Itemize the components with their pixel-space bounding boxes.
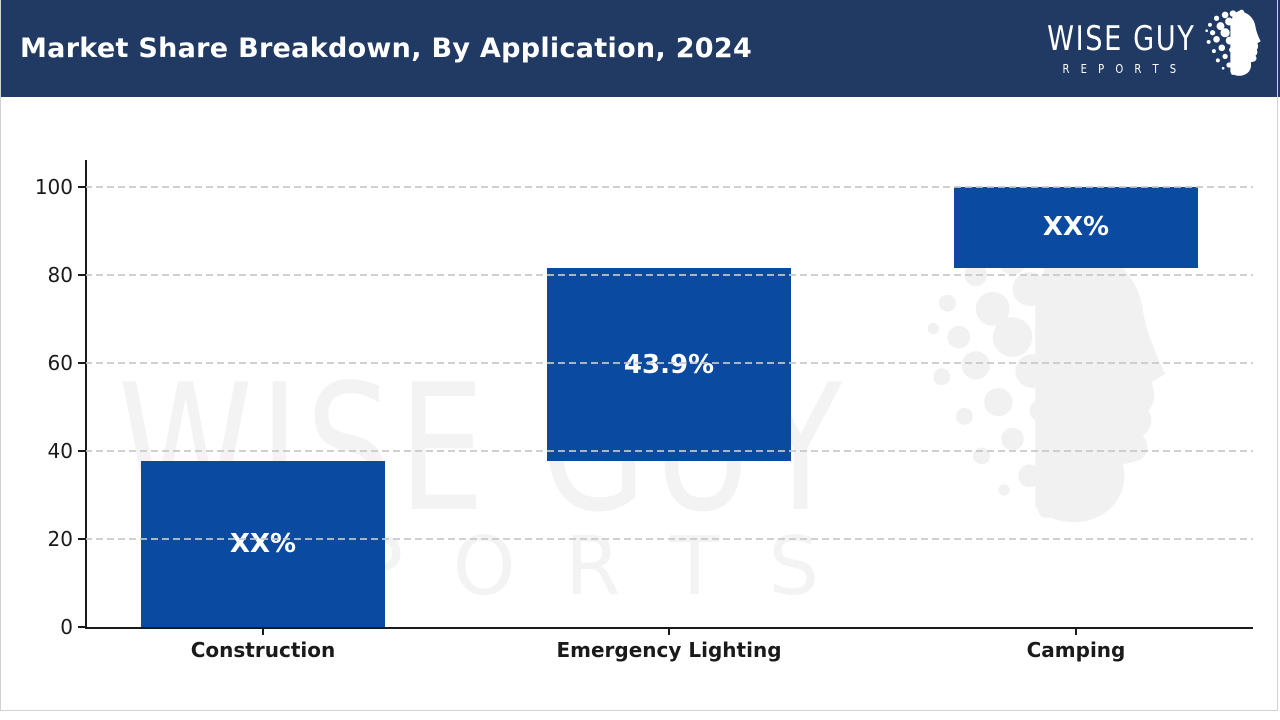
logo-text: WISE GUY R E P O R T S <box>1048 22 1196 76</box>
x-tick-label-emergency-lighting: Emergency Lighting <box>556 638 782 662</box>
bar-value-label: XX% <box>229 529 297 560</box>
y-tick-label: 60 <box>47 351 73 375</box>
gridline-40 <box>85 450 1253 452</box>
gridline-20 <box>85 538 1253 540</box>
y-tick-mark <box>78 186 86 188</box>
x-axis-line <box>85 627 1253 629</box>
y-tick-label: 100 <box>34 175 73 199</box>
y-tick-mark <box>78 626 86 628</box>
x-tick-mark <box>1075 629 1077 635</box>
y-axis-line <box>85 160 87 629</box>
logo-subtitle: R E P O R T S <box>1062 60 1181 76</box>
gridline-60 <box>85 362 1253 364</box>
y-tick-mark <box>78 450 86 452</box>
gridline-100 <box>85 186 1253 188</box>
chart-title: Market Share Breakdown, By Application, … <box>20 33 753 64</box>
logo-wordmark: WISE GUY <box>1047 18 1196 59</box>
header-bar: Market Share Breakdown, By Application, … <box>0 0 1280 97</box>
y-tick-label: 80 <box>47 263 73 287</box>
y-tick-mark <box>78 274 86 276</box>
bar-emergency-lighting: 43.9% <box>547 267 791 462</box>
bar-construction: XX% <box>141 461 385 627</box>
x-tick-mark <box>668 629 670 635</box>
chart-area: WISE GUY R E P O R T S XX% 43.9% XX% 0 20 40 6… <box>0 97 1280 713</box>
bar-value-label: 43.9% <box>623 349 715 380</box>
x-tick-label-construction: Construction <box>190 638 336 662</box>
y-tick-label: 40 <box>47 439 73 463</box>
gridline-80 <box>85 274 1253 276</box>
y-tick-label: 0 <box>60 615 73 639</box>
x-tick-label-camping: Camping <box>1026 638 1126 662</box>
x-tick-mark <box>262 629 264 635</box>
wiseguy-logo: WISE GUY R E P O R T S <box>1010 9 1266 88</box>
wiseguy-face-icon <box>1200 9 1266 88</box>
y-tick-label: 20 <box>47 527 73 551</box>
bar-camping: XX% <box>954 187 1198 268</box>
y-tick-mark <box>78 538 86 540</box>
bar-value-label: XX% <box>1042 212 1110 243</box>
plot-area: XX% 43.9% XX% 0 20 40 60 80 100 Construction Emerg… <box>0 97 1280 713</box>
y-tick-mark <box>78 362 86 364</box>
